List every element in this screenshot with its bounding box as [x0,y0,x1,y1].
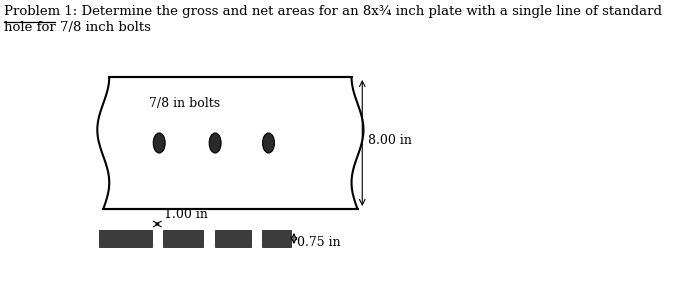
Text: 8.00 in: 8.00 in [368,134,412,147]
Text: hole for 7/8 inch bolts: hole for 7/8 inch bolts [4,22,151,35]
Bar [215,230,251,247]
Ellipse shape [209,133,221,153]
Ellipse shape [153,133,165,153]
Polygon shape [97,77,363,209]
Text: 7/8 in bolts: 7/8 in bolts [149,97,220,110]
Bar [163,230,202,247]
Text: Problem 1: Determine the gross and net areas for an 8x¾ inch plate with a single: Problem 1: Determine the gross and net a… [4,5,662,18]
Text: 1.00 in: 1.00 in [163,208,207,221]
Ellipse shape [263,133,275,153]
Text: 0.75 in: 0.75 in [297,236,341,249]
Bar [262,230,291,247]
Bar [99,230,152,247]
